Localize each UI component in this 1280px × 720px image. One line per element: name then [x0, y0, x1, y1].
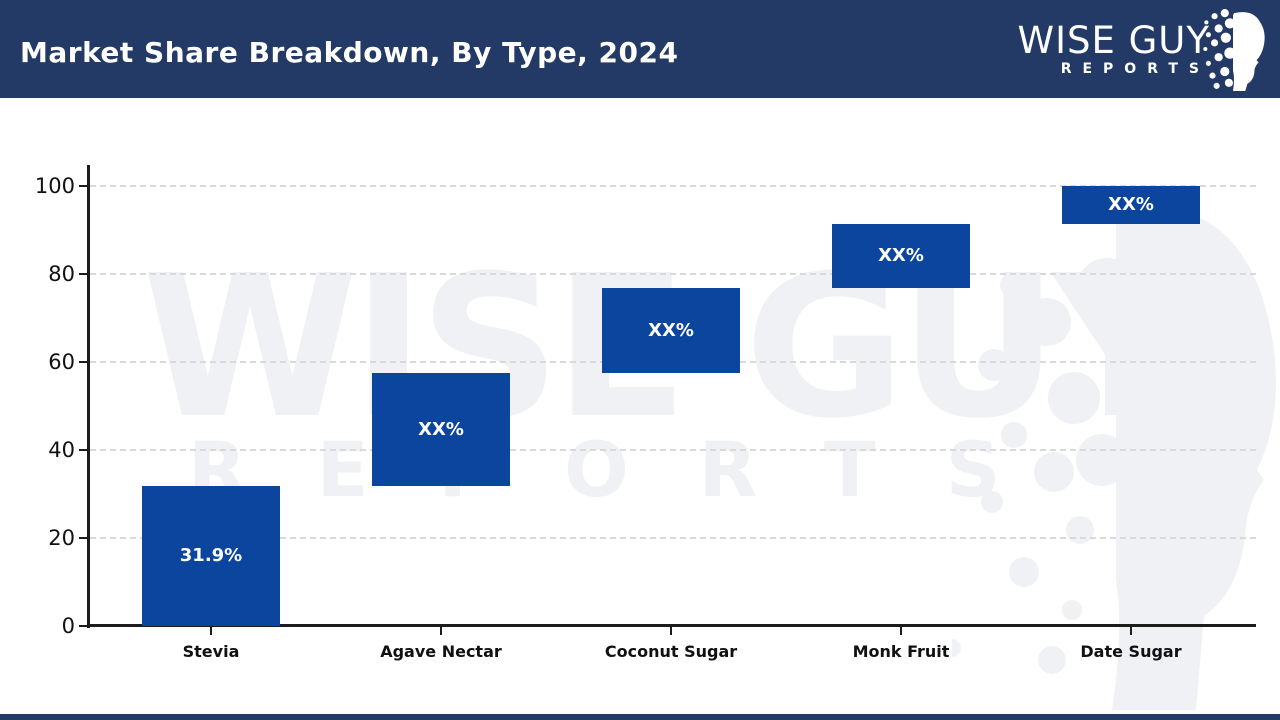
x-category-label: Date Sugar — [1080, 642, 1182, 661]
logo-wordmark: WISE GUY — [1017, 19, 1210, 62]
footer-bar — [0, 714, 1280, 720]
bar-value-label: XX% — [878, 245, 924, 267]
bar-value-label: XX% — [648, 320, 694, 342]
dotted-profile-face-icon — [1203, 9, 1265, 91]
y-tick-label-20: 20 — [48, 526, 75, 550]
x-tick-1 — [440, 627, 442, 635]
bar-stevia — [142, 485, 280, 626]
x-category-label: Stevia — [182, 642, 240, 661]
bar-date-sugar — [1062, 185, 1200, 224]
bar-value-label: XX% — [1108, 194, 1154, 216]
x-category-label: Agave Nectar — [380, 642, 502, 661]
y-tick-0 — [79, 625, 87, 627]
y-tick-40 — [79, 449, 87, 451]
x-category-label: Coconut Sugar — [604, 642, 738, 661]
watermark-face-icon — [952, 207, 1276, 710]
y-tick-label-0: 0 — [61, 614, 75, 638]
bar-agave-nectar — [372, 373, 510, 486]
bar-monk-fruit — [832, 223, 970, 289]
y-tick-label-100: 100 — [34, 174, 75, 198]
y-tick-80 — [79, 273, 87, 275]
y-tick-60 — [79, 361, 87, 363]
bar-coconut-sugar — [602, 288, 740, 374]
header-bar: Market Share Breakdown, By Type, 2024 WI… — [0, 0, 1280, 98]
y-tick-20 — [79, 537, 87, 539]
y-axis-spine — [87, 165, 90, 628]
gridline-y40 — [90, 449, 1256, 451]
logo-subtitle: REPORTS — [1060, 61, 1210, 77]
x-category-label: Monk Fruit — [852, 642, 950, 661]
y-tick-label-80: 80 — [48, 262, 75, 286]
wise-guy-reports-logo: WISE GUY REPORTS — [1012, 0, 1272, 98]
gridline-y80 — [90, 273, 1256, 275]
gridline-y20 — [90, 537, 1256, 539]
bar-value-label: 31.9% — [179, 545, 243, 567]
x-tick-2 — [670, 627, 672, 635]
y-tick-100 — [79, 185, 87, 187]
chart-title: Market Share Breakdown, By Type, 2024 — [20, 36, 679, 69]
x-axis-spine — [87, 624, 1256, 627]
y-tick-label-40: 40 — [48, 438, 75, 462]
watermark-subtitle: REPORTS — [188, 425, 1071, 514]
x-tick-4 — [1130, 627, 1132, 635]
gridline-y100 — [90, 185, 1256, 187]
bar-value-label: XX% — [418, 419, 464, 441]
y-tick-label-60: 60 — [48, 350, 75, 374]
x-tick-0 — [210, 627, 212, 635]
x-tick-3 — [900, 627, 902, 635]
